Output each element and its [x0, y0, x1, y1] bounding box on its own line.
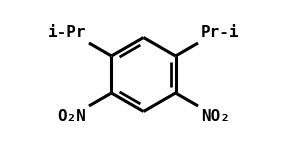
Text: NO₂: NO₂: [201, 109, 230, 124]
Text: O₂N: O₂N: [57, 109, 86, 124]
Text: i-Pr: i-Pr: [47, 25, 86, 40]
Text: Pr-i: Pr-i: [201, 25, 240, 40]
